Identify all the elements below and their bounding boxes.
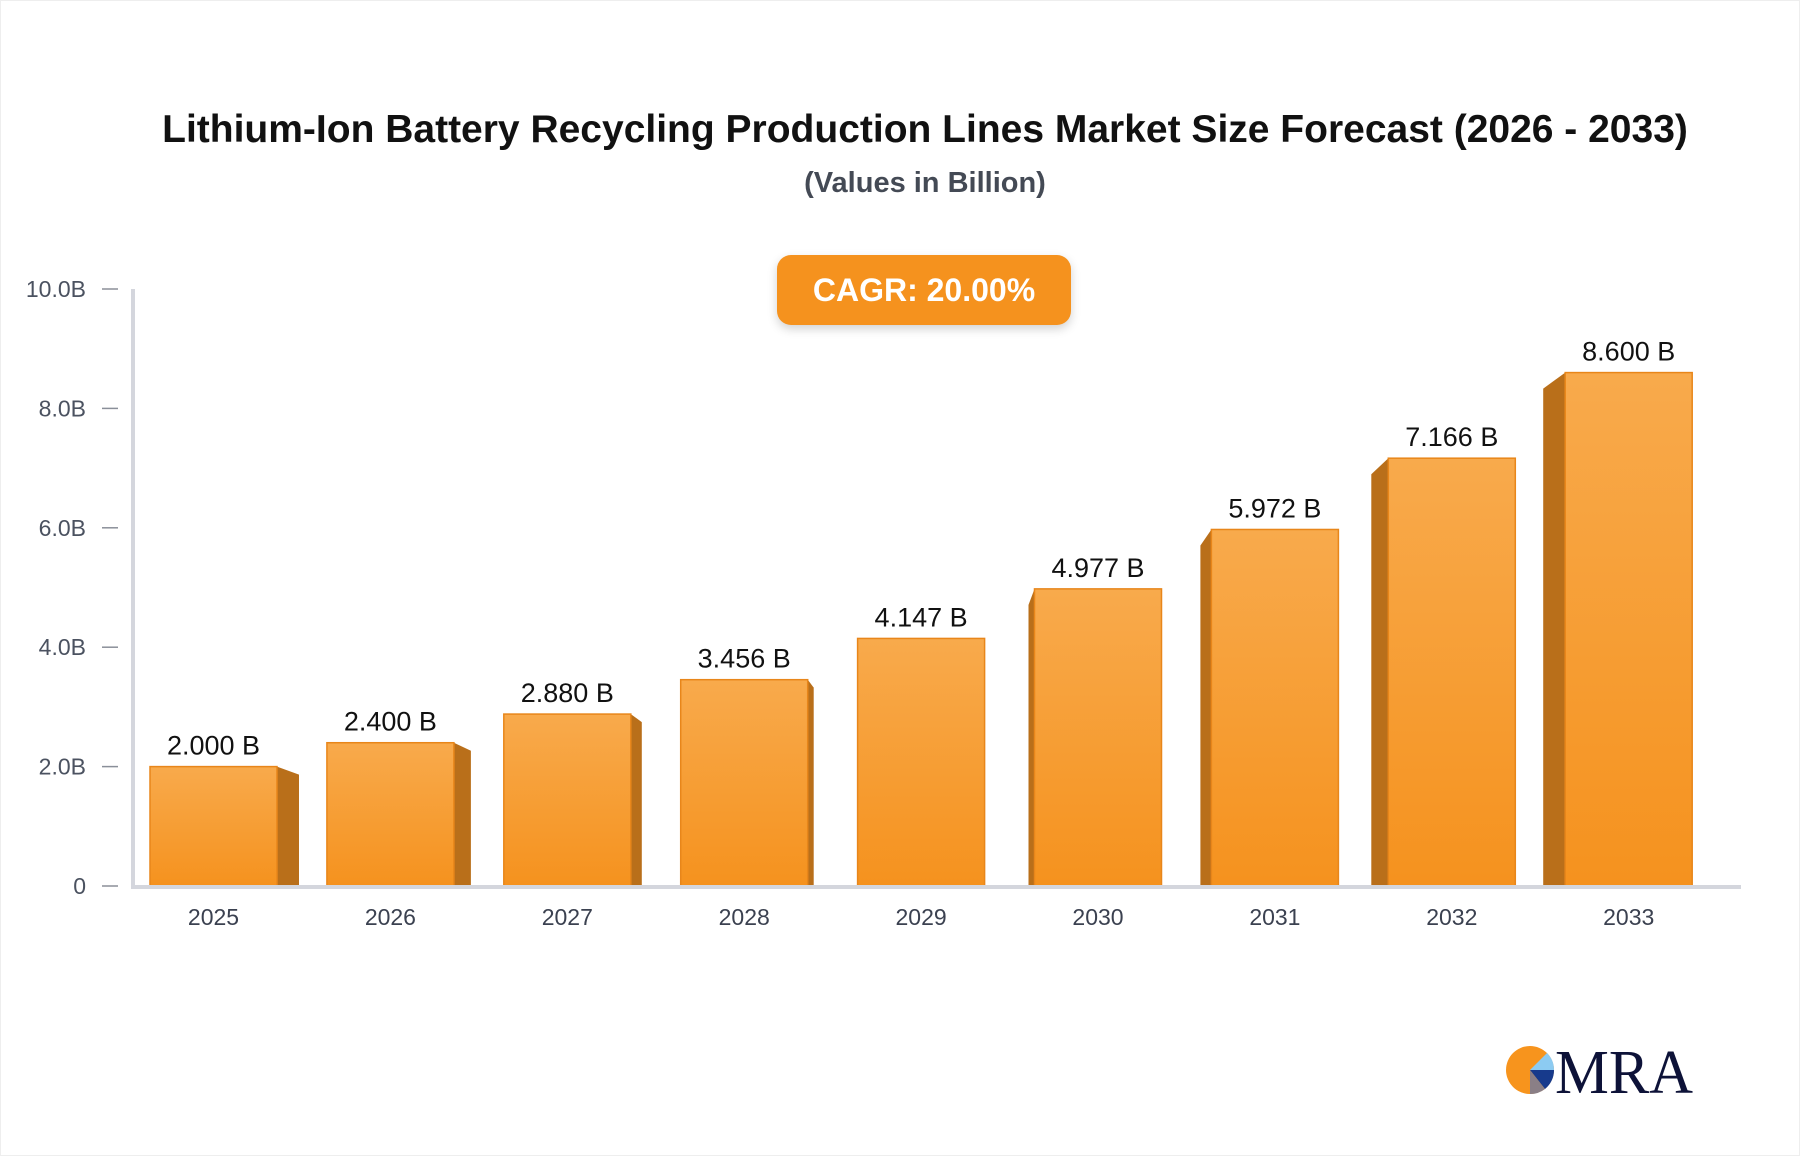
data-label: 7.166 B: [1405, 422, 1498, 452]
x-tick-label: 2028: [719, 904, 770, 930]
bar-side: [1543, 372, 1566, 887]
x-tick-label: 2026: [365, 904, 416, 930]
x-tick-label: 2030: [1072, 904, 1123, 930]
y-tick-label: 4.0B: [39, 634, 86, 660]
data-label: 3.456 B: [698, 644, 791, 674]
data-label: 4.147 B: [875, 602, 968, 632]
x-tick-label: 2025: [188, 904, 239, 930]
x-tick-label: 2033: [1603, 904, 1654, 930]
bar-side: [1371, 458, 1389, 886]
data-label: 2.400 B: [344, 707, 437, 737]
bar-2025: [149, 765, 278, 887]
data-label: 2.880 B: [521, 678, 614, 708]
svg-text:MRA: MRA: [1555, 1043, 1693, 1099]
bar-2033: [1564, 371, 1693, 887]
mra-logo: MRA: [1506, 1043, 1693, 1099]
bar-side: [1028, 588, 1035, 886]
y-tick-label: 8.0B: [39, 395, 86, 421]
x-tick-label: 2032: [1426, 904, 1477, 930]
bar-2028: [679, 678, 809, 887]
bar-2030: [1033, 588, 1163, 887]
chart-title: Lithium-Ion Battery Recycling Production…: [162, 108, 1688, 151]
chart-subtitle: (Values in Billion): [804, 167, 1046, 199]
y-tick-label: 6.0B: [39, 515, 86, 541]
bar-side: [1200, 529, 1212, 886]
bar-2029: [856, 637, 986, 887]
x-tick-label: 2029: [896, 904, 947, 930]
y-tick-label: 2.0B: [39, 754, 86, 780]
x-tick-label: 2027: [542, 904, 593, 930]
data-label: 4.977 B: [1051, 553, 1144, 583]
data-label: 5.972 B: [1228, 493, 1321, 523]
y-tick-label: 10.0B: [26, 276, 86, 302]
bar-2027: [503, 713, 632, 887]
y-tick-label: 0: [73, 873, 86, 899]
bar-2026: [326, 741, 455, 887]
cagr-badge: CAGR: 20.00%: [777, 255, 1071, 325]
bar-side: [277, 766, 299, 886]
bar-side: [630, 714, 642, 886]
bar-side: [807, 679, 814, 886]
data-label: 8.600 B: [1582, 337, 1675, 367]
bar-2032: [1387, 457, 1517, 887]
bar-side: [453, 742, 471, 886]
bar-2031: [1210, 528, 1340, 887]
x-tick-label: 2031: [1249, 904, 1300, 930]
data-label: 2.000 B: [167, 731, 260, 761]
